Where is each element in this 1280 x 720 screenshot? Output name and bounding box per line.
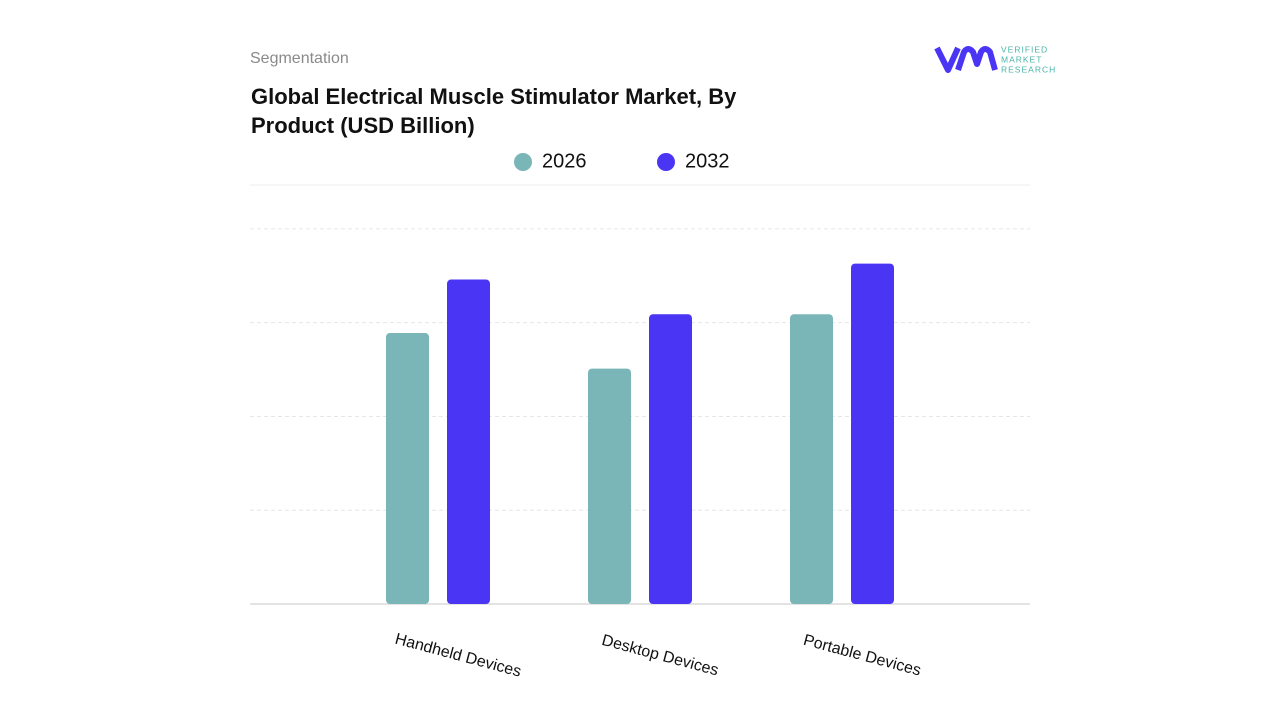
chart-title: Global Electrical Muscle Stimulator Mark…: [251, 84, 737, 138]
x-tick-label: Handheld Devices: [393, 631, 523, 681]
bar: [649, 314, 692, 604]
x-tick-label: Desktop Devices: [600, 632, 720, 680]
legend-swatch: [657, 153, 675, 171]
bar: [851, 263, 894, 604]
logo-text: VERIFIED: [1001, 44, 1048, 54]
logo-text: MARKET: [1001, 54, 1042, 64]
bar: [386, 332, 429, 604]
subtitle: Segmentation: [250, 50, 349, 67]
legend-label: 2026: [542, 150, 587, 172]
logo: VERIFIED MARKET RESEARCH: [934, 44, 1056, 74]
logo-text: RESEARCH: [1001, 64, 1056, 74]
x-tick-label: Portable Devices: [801, 632, 922, 680]
bar: [790, 314, 833, 604]
bar: [447, 279, 490, 604]
legend-swatch: [514, 153, 532, 171]
bar: [588, 368, 631, 604]
logo-mark: [934, 46, 998, 73]
legend-label: 2032: [685, 150, 730, 172]
